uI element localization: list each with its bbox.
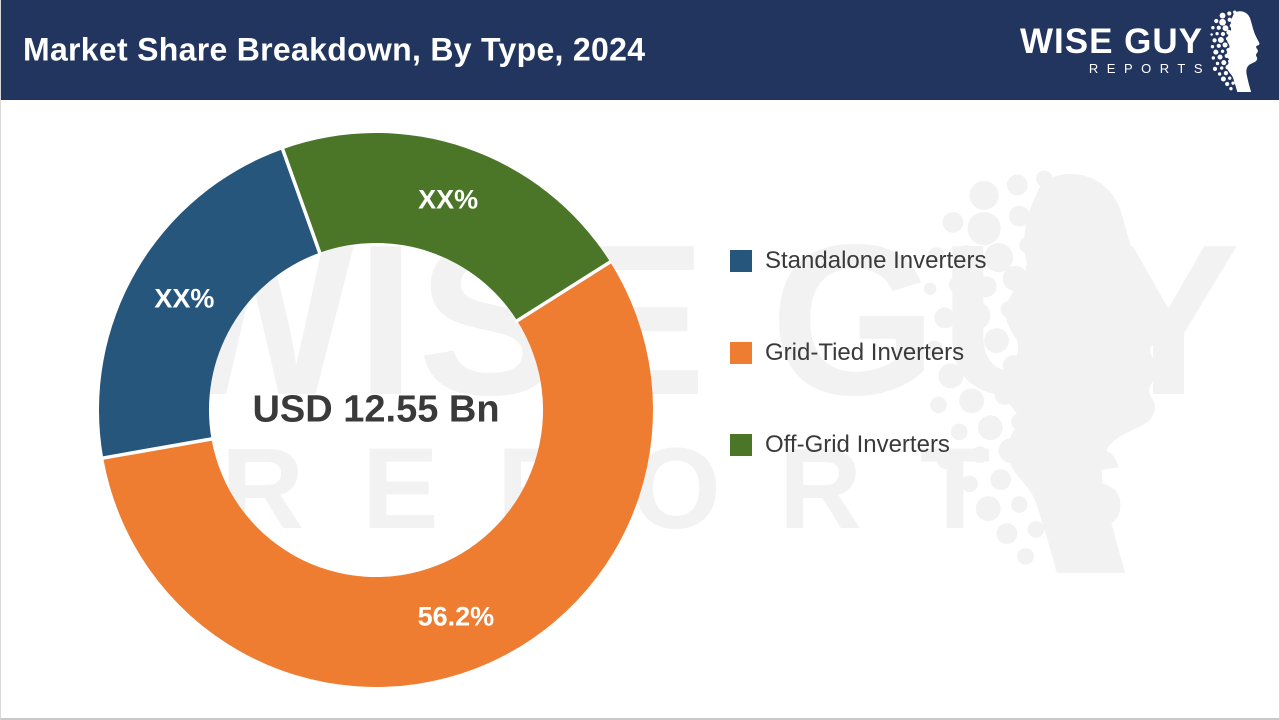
brand-face-icon: [1207, 8, 1265, 92]
donut-segment-standalone-inverters: [99, 149, 320, 459]
legend-item-standalone: Standalone Inverters: [730, 247, 986, 275]
donut-segment-off-grid-inverters: [282, 133, 611, 321]
slice-label: 56.2%: [417, 601, 495, 632]
segment-separator: [514, 259, 612, 324]
legend-swatch-grid-tied: [730, 342, 752, 364]
donut-segment-grid-tied-inverters: [103, 261, 653, 687]
legend-swatch-off-grid: [730, 434, 752, 456]
chart-legend: Standalone Inverters Grid-Tied Inverters…: [730, 247, 986, 459]
legend-label-standalone: Standalone Inverters: [765, 247, 987, 274]
page-title: Market Share Breakdown, By Type, 2024: [23, 31, 646, 68]
donut-chart: USD 12.55 Bn XX% 56.2% XX%: [99, 133, 653, 687]
legend-item-off-grid: Off-Grid Inverters: [730, 431, 986, 459]
donut-center-value: USD 12.55 Bn: [252, 388, 500, 431]
segment-separator: [280, 147, 323, 256]
legend-swatch-standalone: [730, 250, 752, 272]
slice-label: XX%: [418, 184, 479, 215]
header-bar: Market Share Breakdown, By Type, 2024 WI…: [1, 0, 1279, 100]
brand-name: WISE GUY: [1019, 21, 1203, 61]
legend-label-grid-tied: Grid-Tied Inverters: [765, 339, 965, 366]
legend-label-off-grid: Off-Grid Inverters: [765, 431, 950, 458]
slice-label: XX%: [154, 283, 215, 314]
brand-subname: REPORTS: [1088, 61, 1211, 77]
segment-separator: [101, 436, 214, 460]
brand-logo-text: WISE GUY REPORTS: [1019, 21, 1203, 77]
brand-logo: WISE GUY REPORTS: [1020, 8, 1265, 92]
legend-item-grid-tied: Grid-Tied Inverters: [730, 339, 986, 367]
